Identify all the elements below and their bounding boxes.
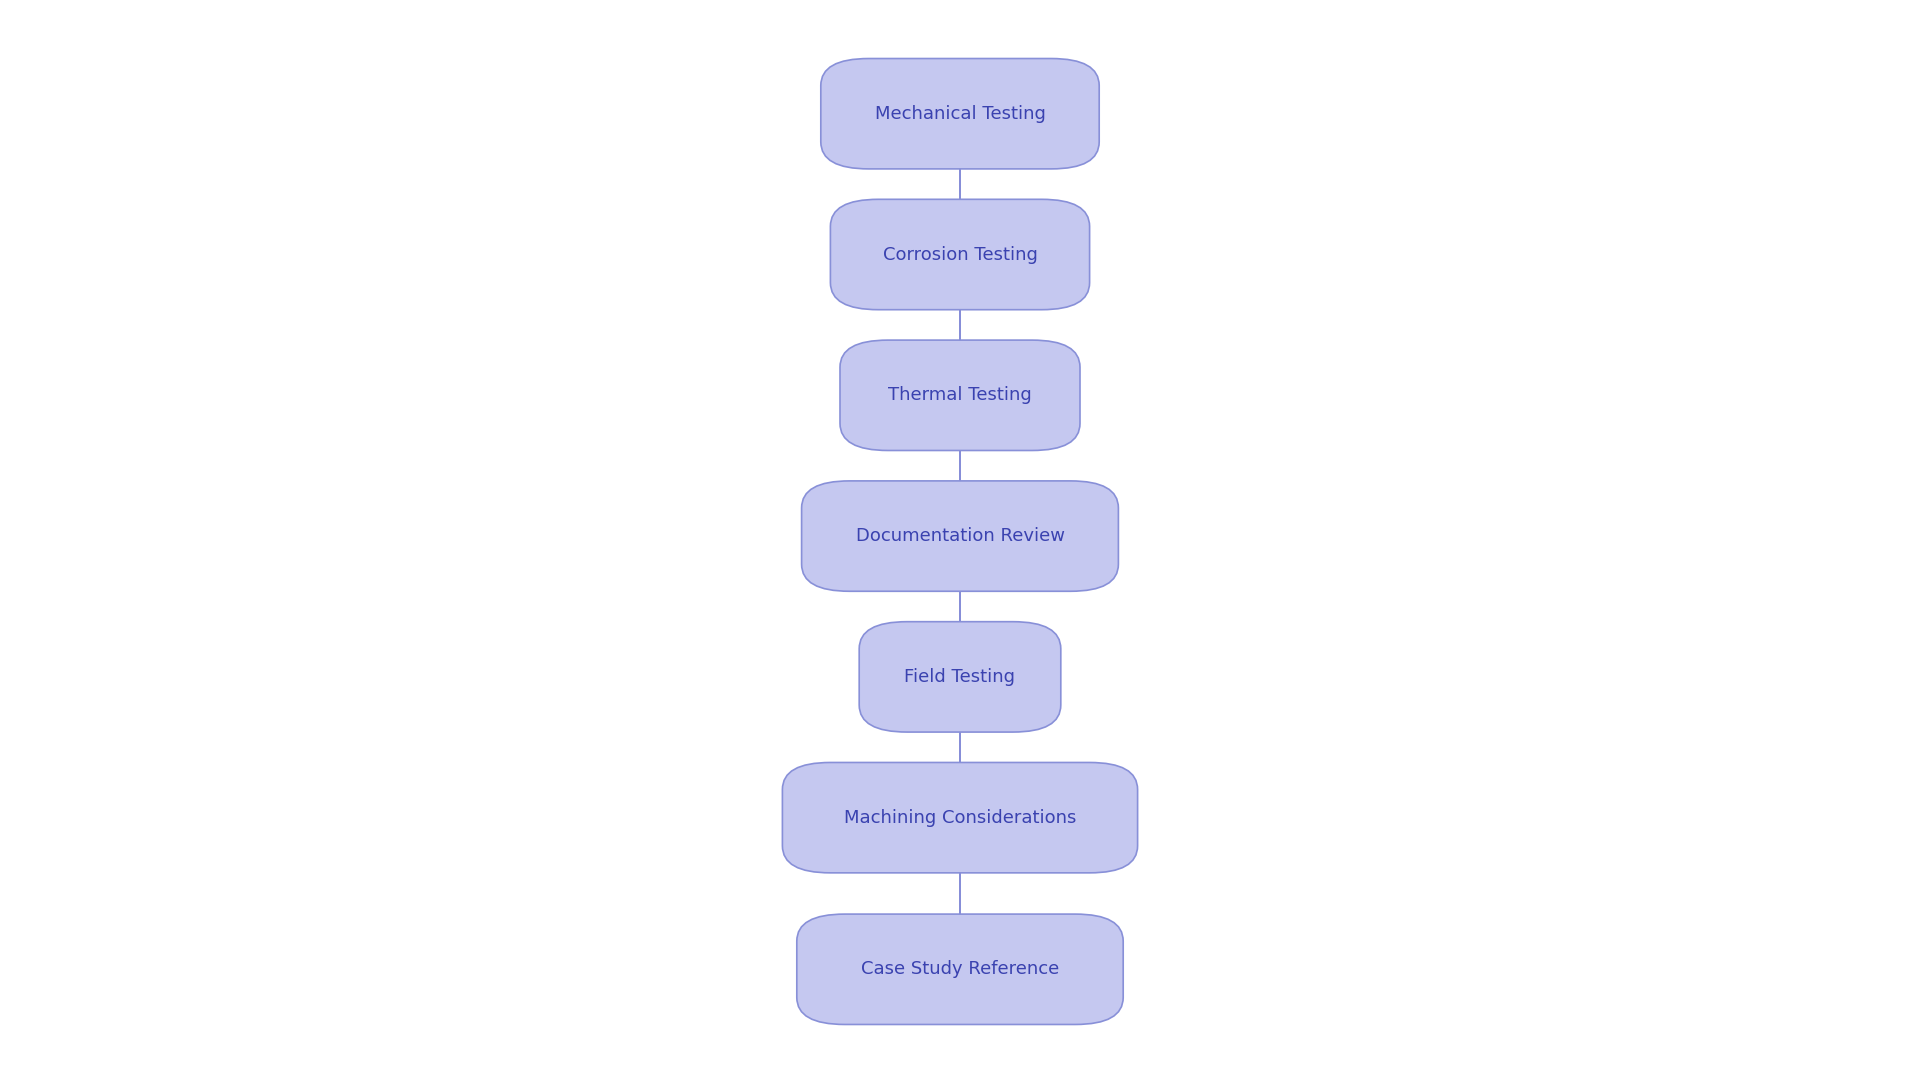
Text: Thermal Testing: Thermal Testing xyxy=(889,387,1031,404)
FancyBboxPatch shape xyxy=(801,481,1117,591)
Text: Documentation Review: Documentation Review xyxy=(856,527,1064,545)
FancyBboxPatch shape xyxy=(841,340,1079,451)
Text: Mechanical Testing: Mechanical Testing xyxy=(876,105,1044,122)
FancyBboxPatch shape xyxy=(797,914,1123,1025)
Text: Corrosion Testing: Corrosion Testing xyxy=(883,246,1037,263)
Text: Field Testing: Field Testing xyxy=(904,668,1016,686)
FancyBboxPatch shape xyxy=(783,762,1137,873)
Text: Machining Considerations: Machining Considerations xyxy=(843,809,1077,826)
FancyBboxPatch shape xyxy=(860,622,1060,732)
Text: Case Study Reference: Case Study Reference xyxy=(860,961,1060,978)
FancyBboxPatch shape xyxy=(829,199,1089,310)
FancyBboxPatch shape xyxy=(822,58,1098,169)
